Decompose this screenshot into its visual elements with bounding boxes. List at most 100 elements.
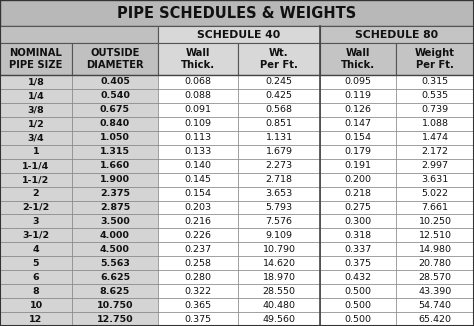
Text: 28.550: 28.550 <box>263 287 295 296</box>
Text: 0.126: 0.126 <box>345 105 372 114</box>
Bar <box>320 186 396 200</box>
Text: 1: 1 <box>33 147 39 156</box>
Bar <box>320 229 396 242</box>
Bar <box>72 200 158 215</box>
Text: 0.109: 0.109 <box>184 119 211 128</box>
Text: 4: 4 <box>33 245 39 254</box>
Text: 10.750: 10.750 <box>97 301 133 310</box>
Bar <box>0 159 72 172</box>
Text: 2.172: 2.172 <box>421 147 448 156</box>
Bar <box>238 256 320 270</box>
Bar <box>72 312 158 326</box>
Text: 1.660: 1.660 <box>100 161 130 170</box>
Text: 12.510: 12.510 <box>419 231 452 240</box>
Text: 0.119: 0.119 <box>345 91 372 100</box>
Text: 3.500: 3.500 <box>100 217 130 226</box>
Text: 5.563: 5.563 <box>100 259 130 268</box>
Text: Wt.
Per Ft.: Wt. Per Ft. <box>260 48 298 70</box>
Text: 0.068: 0.068 <box>184 78 211 86</box>
Text: 0.568: 0.568 <box>265 105 292 114</box>
Text: 3.653: 3.653 <box>265 189 292 198</box>
Text: 0.154: 0.154 <box>345 133 372 142</box>
Bar <box>158 312 238 326</box>
Text: 0.091: 0.091 <box>184 105 211 114</box>
Text: 0.226: 0.226 <box>184 231 211 240</box>
Bar <box>158 26 320 43</box>
Text: 2-1/2: 2-1/2 <box>22 203 50 212</box>
Bar <box>0 284 72 298</box>
Text: 10.250: 10.250 <box>419 217 452 226</box>
Bar <box>72 117 158 131</box>
Bar <box>158 229 238 242</box>
Text: 0.088: 0.088 <box>184 91 211 100</box>
Text: 0.739: 0.739 <box>421 105 448 114</box>
Text: 0.318: 0.318 <box>345 231 372 240</box>
Text: 0.095: 0.095 <box>345 78 372 86</box>
Bar <box>238 75 320 89</box>
Bar <box>158 270 238 284</box>
Bar <box>158 145 238 159</box>
Text: NOMINAL
PIPE SIZE: NOMINAL PIPE SIZE <box>9 48 63 70</box>
Text: 49.560: 49.560 <box>263 315 295 323</box>
Text: 1-1/4: 1-1/4 <box>22 161 50 170</box>
Bar <box>238 103 320 117</box>
Text: 0.191: 0.191 <box>345 161 372 170</box>
Bar <box>0 312 72 326</box>
Text: SCHEDULE 40: SCHEDULE 40 <box>197 29 281 39</box>
Bar <box>238 131 320 145</box>
Text: 1.050: 1.050 <box>100 133 130 142</box>
Text: 0.179: 0.179 <box>345 147 372 156</box>
Text: 1.088: 1.088 <box>421 119 448 128</box>
Bar <box>238 145 320 159</box>
Bar <box>72 284 158 298</box>
Bar <box>396 131 474 145</box>
Bar <box>320 215 396 229</box>
Bar <box>238 159 320 172</box>
Text: 0.840: 0.840 <box>100 119 130 128</box>
Text: 1/4: 1/4 <box>27 91 45 100</box>
Text: 18.970: 18.970 <box>263 273 295 282</box>
Bar <box>320 159 396 172</box>
Bar <box>158 89 238 103</box>
Bar <box>158 298 238 312</box>
Text: Weight
Per Ft.: Weight Per Ft. <box>415 48 455 70</box>
Bar <box>0 242 72 256</box>
Text: 1.679: 1.679 <box>265 147 292 156</box>
Bar <box>72 298 158 312</box>
Bar <box>72 270 158 284</box>
Text: 12.750: 12.750 <box>97 315 133 323</box>
Text: 0.245: 0.245 <box>265 78 292 86</box>
Bar <box>158 200 238 215</box>
Text: 5.793: 5.793 <box>265 203 292 212</box>
Text: 7.576: 7.576 <box>265 217 292 226</box>
Text: 1-1/2: 1-1/2 <box>22 175 50 184</box>
Bar <box>396 256 474 270</box>
Bar <box>0 200 72 215</box>
Text: 3-1/2: 3-1/2 <box>22 231 50 240</box>
Bar <box>72 172 158 186</box>
Bar <box>238 43 320 75</box>
Text: 2: 2 <box>33 189 39 198</box>
Text: 0.218: 0.218 <box>345 189 372 198</box>
Text: 1.474: 1.474 <box>421 133 448 142</box>
Text: 0.851: 0.851 <box>265 119 292 128</box>
Text: 0.200: 0.200 <box>345 175 372 184</box>
Text: 0.203: 0.203 <box>184 203 211 212</box>
Bar <box>238 270 320 284</box>
Text: 0.154: 0.154 <box>184 189 211 198</box>
Bar <box>238 242 320 256</box>
Bar <box>72 159 158 172</box>
Text: 2.718: 2.718 <box>265 175 292 184</box>
Bar <box>238 200 320 215</box>
Text: 0.365: 0.365 <box>184 301 211 310</box>
Text: 43.390: 43.390 <box>419 287 452 296</box>
Bar <box>320 103 396 117</box>
Bar <box>396 159 474 172</box>
Bar <box>0 186 72 200</box>
Text: 0.216: 0.216 <box>184 217 211 226</box>
Bar <box>0 0 474 26</box>
Text: 0.535: 0.535 <box>421 91 448 100</box>
Bar <box>0 229 72 242</box>
Text: 0.113: 0.113 <box>184 133 211 142</box>
Text: 5: 5 <box>33 259 39 268</box>
